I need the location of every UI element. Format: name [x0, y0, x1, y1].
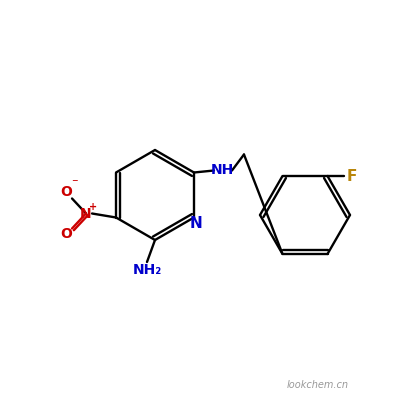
- Text: +: +: [89, 202, 97, 212]
- Text: N: N: [190, 216, 202, 231]
- Text: NH₂: NH₂: [132, 263, 162, 277]
- Text: NH: NH: [210, 164, 234, 178]
- Text: lookchem.cn: lookchem.cn: [287, 380, 349, 390]
- Text: O: O: [60, 226, 72, 240]
- Text: F: F: [346, 168, 357, 184]
- Text: ⁻: ⁻: [71, 177, 77, 190]
- Text: O: O: [60, 186, 72, 200]
- Text: N: N: [80, 206, 92, 220]
